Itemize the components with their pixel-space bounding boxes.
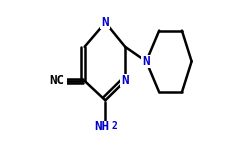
Text: NH: NH [94,120,109,133]
Bar [141,55,151,68]
Bar [47,73,67,89]
Bar [101,16,110,29]
Bar [120,74,130,87]
Text: NC: NC [49,74,64,87]
Text: N: N [143,55,150,68]
Bar [89,121,122,136]
Text: N: N [102,16,109,29]
Text: N: N [121,74,129,87]
Text: 2: 2 [111,121,117,131]
